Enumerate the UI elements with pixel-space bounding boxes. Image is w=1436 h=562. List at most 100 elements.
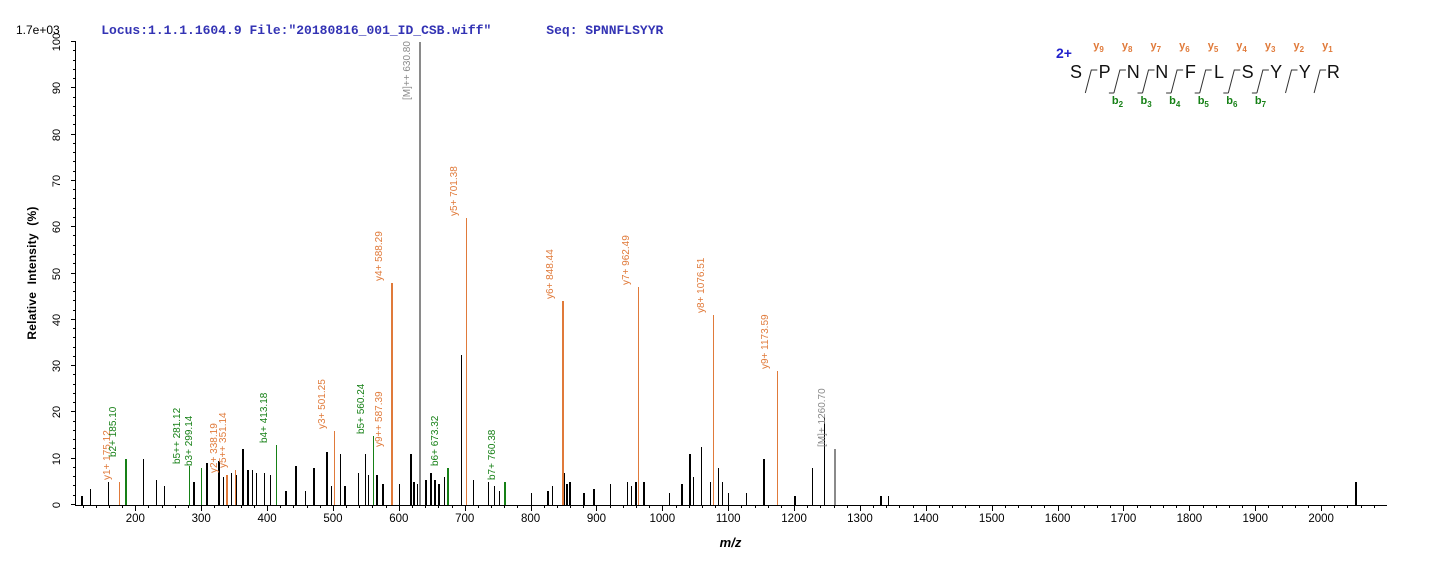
sequence-label: Seq: SPNNFLSYYR xyxy=(546,23,664,38)
y-major-tick xyxy=(71,179,76,181)
noise-peak xyxy=(242,449,244,505)
x-tick-label: 1100 xyxy=(715,513,741,525)
b-ion-label-b7: b7 xyxy=(1254,95,1267,110)
y-minor-tick xyxy=(73,346,76,348)
x-minor-tick xyxy=(411,505,413,508)
peak-b5+ xyxy=(372,435,375,505)
b-ion-label-b3: b3 xyxy=(1140,95,1152,110)
noise-peak xyxy=(692,477,695,505)
x-major-tick xyxy=(1189,505,1191,511)
y-minor-tick xyxy=(73,328,76,330)
x-minor-tick xyxy=(978,505,980,508)
fragment-divider xyxy=(1108,69,1126,94)
peak-y5+ xyxy=(465,217,468,505)
y-minor-tick xyxy=(73,476,76,478)
noise-peak xyxy=(416,484,419,505)
noise-peak xyxy=(630,486,633,505)
b-ion-label-b2: b2 xyxy=(1111,95,1124,110)
fragment-marks xyxy=(1084,69,1327,94)
y-minor-tick xyxy=(73,115,76,117)
x-minor-tick xyxy=(715,505,717,508)
peak-label-text: [M]+ 1260.70 xyxy=(817,388,829,448)
noise-peak xyxy=(326,451,328,505)
x-minor-tick xyxy=(214,505,216,508)
x-minor-tick xyxy=(635,505,637,508)
x-major-tick xyxy=(464,505,466,511)
y-ion-label-y8: y8 xyxy=(1121,40,1133,55)
noise-peak xyxy=(763,458,765,505)
noise-peak xyxy=(330,486,333,505)
x-minor-tick xyxy=(1281,505,1283,508)
b-ion-label-b6: b6 xyxy=(1226,95,1238,110)
y-tick-label: 60 xyxy=(51,221,63,234)
x-minor-tick xyxy=(820,505,822,508)
y-major-tick xyxy=(71,226,76,228)
peak-b4+ xyxy=(275,444,278,505)
y-tick-label: 0 xyxy=(51,501,63,509)
x-minor-tick xyxy=(1110,505,1112,508)
x-minor-tick xyxy=(346,505,348,508)
x-minor-tick xyxy=(82,505,84,508)
noise-peak xyxy=(193,481,195,505)
x-tick-label: 600 xyxy=(389,513,409,525)
fragment-divider xyxy=(1285,69,1298,94)
noise-peak xyxy=(626,481,629,505)
y-minor-tick xyxy=(73,50,76,52)
peak-b2+ xyxy=(125,458,127,505)
peak-label-text: [M]++ 630.80 xyxy=(402,41,414,101)
y-minor-tick xyxy=(73,105,76,107)
noise-peak xyxy=(569,481,571,505)
y-major-tick xyxy=(71,457,76,459)
x-minor-tick xyxy=(939,505,941,508)
y-minor-tick xyxy=(73,96,76,98)
x-minor-tick xyxy=(1044,505,1046,508)
x-minor-tick xyxy=(754,505,756,508)
noise-peak xyxy=(727,493,730,505)
x-minor-tick xyxy=(240,505,242,508)
noise-peak xyxy=(89,488,92,505)
fragment-divider xyxy=(1137,69,1155,94)
y-minor-tick xyxy=(73,170,76,172)
y-major-tick xyxy=(71,87,76,89)
noise-peak xyxy=(566,484,568,505)
peak-label-text: b7+ 760.38 xyxy=(487,429,499,480)
noise-peak xyxy=(643,481,645,505)
y-major-tick xyxy=(71,411,76,413)
noise-peak xyxy=(222,477,225,505)
noise-peak xyxy=(344,486,346,505)
y-minor-tick xyxy=(73,439,76,441)
peak-y7+ xyxy=(637,287,640,505)
y-ion-label-y3: y3 xyxy=(1264,40,1276,55)
noise-peak xyxy=(81,495,83,505)
x-minor-tick xyxy=(701,505,703,508)
x-tick-label: 1300 xyxy=(847,513,873,525)
y-ion-label-y2: y2 xyxy=(1293,40,1305,55)
x-minor-tick xyxy=(1307,505,1309,508)
noise-peak xyxy=(430,472,432,505)
x-minor-tick xyxy=(767,505,769,508)
b-ion-label-b4: b4 xyxy=(1169,95,1181,110)
y-tick-label: 50 xyxy=(51,267,63,280)
y-tick-label: 20 xyxy=(51,406,63,419)
y-minor-tick xyxy=(73,253,76,255)
x-minor-tick xyxy=(912,505,914,508)
x-minor-tick xyxy=(1294,505,1296,508)
noise-peak xyxy=(593,488,595,505)
residue-F-5: F xyxy=(1184,62,1196,82)
y-minor-tick xyxy=(73,59,76,61)
noise-peak xyxy=(434,479,436,505)
header-bar: Locus:1.1.1.1604.9 File:"20180816_001_ID… xyxy=(70,8,663,53)
x-tick-label: 1800 xyxy=(1176,513,1203,525)
x-minor-tick xyxy=(1202,505,1204,508)
noise-peak xyxy=(1355,481,1357,505)
x-minor-tick xyxy=(807,505,809,508)
y-minor-tick xyxy=(73,244,76,246)
y-minor-tick xyxy=(73,337,76,339)
x-minor-tick xyxy=(108,505,110,508)
residue-P-2: P xyxy=(1098,62,1111,82)
x-minor-tick xyxy=(688,505,690,508)
x-tick-label: 300 xyxy=(191,513,211,525)
x-minor-tick xyxy=(148,505,150,508)
residue-S-7: S xyxy=(1241,62,1254,82)
